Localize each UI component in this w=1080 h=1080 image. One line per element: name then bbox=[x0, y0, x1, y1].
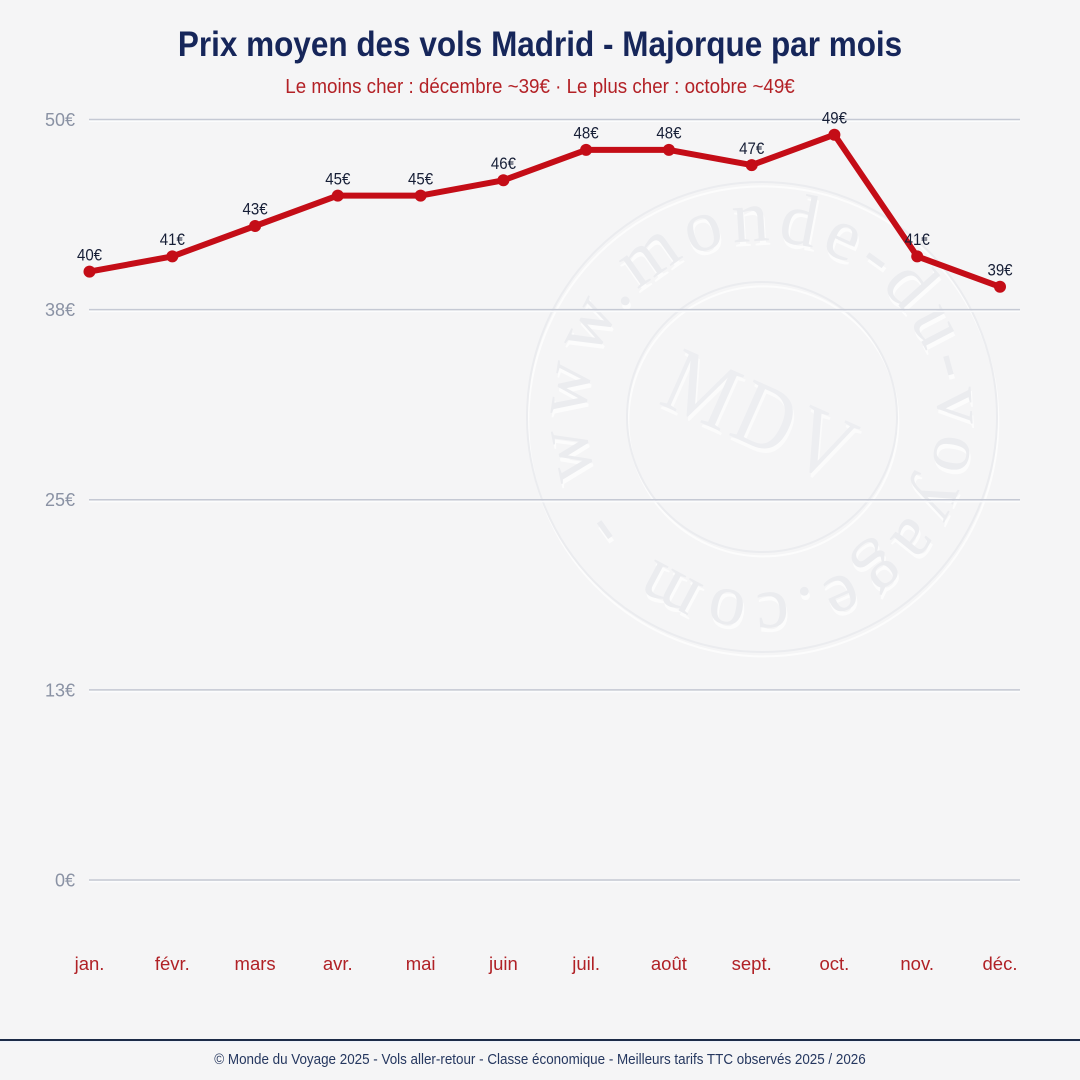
svg-text:43€: 43€ bbox=[243, 200, 268, 219]
svg-text:mai: mai bbox=[406, 953, 436, 974]
svg-text:48€: 48€ bbox=[656, 124, 681, 143]
svg-text:Le moins cher : décembre ~39€: Le moins cher : décembre ~39€ · Le plus … bbox=[285, 75, 795, 98]
svg-text:13€: 13€ bbox=[45, 680, 75, 700]
svg-text:41€: 41€ bbox=[905, 230, 930, 249]
svg-text:50€: 50€ bbox=[45, 110, 75, 130]
svg-text:févr.: févr. bbox=[155, 953, 190, 974]
svg-text:40€: 40€ bbox=[77, 245, 102, 264]
svg-text:août: août bbox=[651, 953, 687, 974]
svg-text:nov.: nov. bbox=[900, 953, 934, 974]
svg-text:sept.: sept. bbox=[732, 953, 772, 974]
svg-text:juin: juin bbox=[488, 953, 518, 974]
svg-text:49€: 49€ bbox=[822, 109, 847, 128]
svg-text:38€: 38€ bbox=[45, 300, 75, 320]
svg-text:47€: 47€ bbox=[739, 139, 764, 158]
svg-text:© Monde du Voyage 2025 - Vols: © Monde du Voyage 2025 - Vols aller-reto… bbox=[214, 1051, 866, 1068]
svg-text:Prix moyen des vols Madrid - M: Prix moyen des vols Madrid - Majorque pa… bbox=[178, 26, 902, 65]
svg-text:0€: 0€ bbox=[55, 870, 75, 890]
svg-text:45€: 45€ bbox=[408, 169, 433, 188]
svg-text:41€: 41€ bbox=[160, 230, 185, 249]
svg-text:46€: 46€ bbox=[491, 154, 516, 173]
svg-text:jan.: jan. bbox=[74, 953, 105, 974]
svg-text:25€: 25€ bbox=[45, 490, 75, 510]
svg-text:avr.: avr. bbox=[323, 953, 353, 974]
svg-text:déc.: déc. bbox=[983, 953, 1018, 974]
svg-text:39€: 39€ bbox=[987, 261, 1012, 280]
svg-text:juil.: juil. bbox=[571, 953, 600, 974]
svg-text:45€: 45€ bbox=[325, 169, 350, 188]
svg-text:oct.: oct. bbox=[819, 953, 849, 974]
svg-text:48€: 48€ bbox=[574, 124, 599, 143]
svg-text:mars: mars bbox=[235, 953, 276, 974]
